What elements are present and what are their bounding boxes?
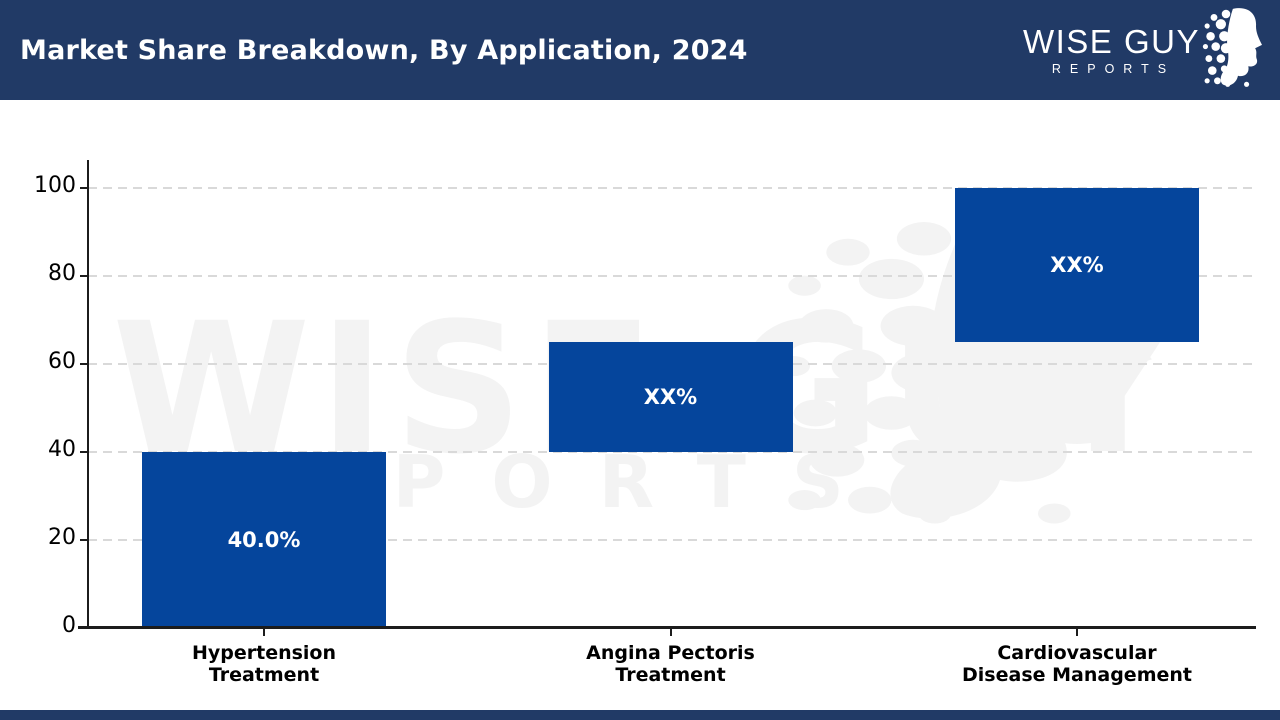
y-tick-mark bbox=[80, 187, 88, 189]
y-tick-mark bbox=[80, 275, 88, 277]
y-tick-mark bbox=[80, 363, 88, 365]
wise-guy-reports-logo: WISE GUY REPORTS bbox=[1023, 7, 1262, 93]
x-category-label: Angina Pectoris Treatment bbox=[501, 642, 841, 686]
y-tick-label: 40 bbox=[48, 437, 76, 462]
y-tick-label: 80 bbox=[48, 261, 76, 286]
gridline bbox=[88, 275, 1256, 277]
x-tick-mark bbox=[263, 628, 265, 636]
gridline bbox=[88, 187, 1256, 189]
bar: 40.0% bbox=[142, 452, 386, 628]
x-category-label-line: Angina Pectoris bbox=[586, 642, 755, 664]
chart-title: Market Share Breakdown, By Application, … bbox=[20, 34, 748, 66]
x-tick-mark bbox=[669, 628, 672, 636]
logo-subtitle: REPORTS bbox=[1051, 61, 1176, 76]
head-profile-dots-icon bbox=[1202, 8, 1262, 87]
bar: XX% bbox=[548, 342, 793, 452]
header-bar: Market Share Breakdown, By Application, … bbox=[0, 0, 1280, 100]
x-axis-line bbox=[78, 626, 1256, 629]
y-tick-mark bbox=[80, 539, 88, 541]
x-category-label-line: Treatment bbox=[208, 664, 320, 686]
x-category-label-line: Hypertension bbox=[191, 642, 337, 664]
footer-bar bbox=[0, 710, 1280, 720]
bar-value-label: XX% bbox=[1050, 253, 1104, 277]
x-category-label-line: Cardiovascular bbox=[997, 642, 1157, 664]
gridline bbox=[88, 539, 1256, 541]
y-tick-mark bbox=[80, 451, 88, 453]
y-tick-label: 100 bbox=[34, 173, 76, 198]
x-category-label-line: Disease Management bbox=[962, 664, 1192, 686]
x-category-label: Cardiovascular Disease Management bbox=[907, 642, 1247, 686]
gridline bbox=[88, 451, 1256, 453]
x-category-label: Hypertension Treatment bbox=[94, 642, 434, 686]
x-tick-mark bbox=[1076, 628, 1078, 636]
y-tick-label: 60 bbox=[48, 349, 76, 374]
y-tick-mark bbox=[80, 627, 88, 629]
logo-text: WISE GUY REPORTS bbox=[1023, 25, 1200, 76]
y-tick-label: 20 bbox=[48, 525, 76, 550]
bar: XX% bbox=[955, 188, 1199, 342]
logo-wordmark: WISE GUY bbox=[1022, 22, 1200, 60]
bar-value-label: 40.0% bbox=[227, 528, 301, 552]
y-axis-line bbox=[87, 160, 89, 629]
y-tick-label: 0 bbox=[62, 613, 76, 638]
x-category-label-line: Treatment bbox=[615, 664, 726, 686]
bar-value-label: XX% bbox=[643, 385, 698, 409]
